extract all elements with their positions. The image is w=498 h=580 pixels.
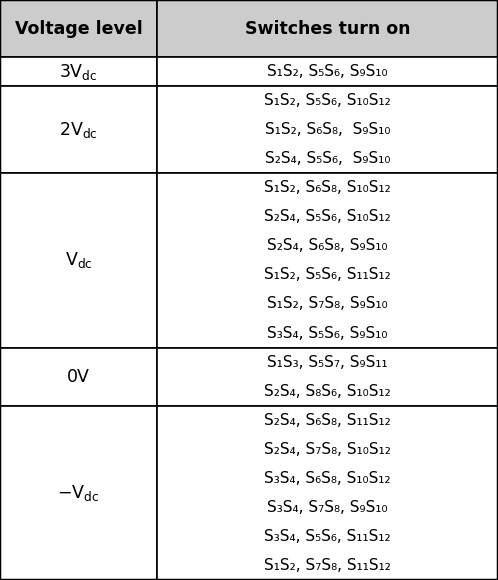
Text: S₃S₄, S₆S₈, S₁₀S₁₂: S₃S₄, S₆S₈, S₁₀S₁₂ bbox=[264, 471, 391, 486]
Text: $\mathregular{-V}$$_{\mathregular{dc}}$: $\mathregular{-V}$$_{\mathregular{dc}}$ bbox=[57, 483, 100, 503]
Bar bbox=[0, 57, 157, 86]
Text: S₁S₂, S₅S₆, S₉S₁₀: S₁S₂, S₅S₆, S₉S₁₀ bbox=[267, 64, 388, 79]
Bar bbox=[157, 86, 498, 173]
Bar bbox=[0, 86, 157, 173]
Text: S₁S₂, S₅S₆, S₁₁S₁₂: S₁S₂, S₅S₆, S₁₁S₁₂ bbox=[264, 267, 391, 282]
Text: S₂S₄, S₈S₆, S₁₀S₁₂: S₂S₄, S₈S₆, S₁₀S₁₂ bbox=[264, 383, 391, 398]
Text: Voltage level: Voltage level bbox=[14, 20, 142, 38]
Text: S₁S₂, S₆S₈, S₁₀S₁₂: S₁S₂, S₆S₈, S₁₀S₁₂ bbox=[264, 180, 391, 195]
Bar bbox=[0, 347, 157, 405]
Text: $\mathregular{2V}$$_{\mathregular{dc}}$: $\mathregular{2V}$$_{\mathregular{dc}}$ bbox=[59, 119, 98, 140]
Text: S₁S₂, S₅S₆, S₁₀S₁₂: S₁S₂, S₅S₆, S₁₀S₁₂ bbox=[264, 93, 391, 108]
Text: S₂S₄, S₇S₈, S₁₀S₁₂: S₂S₄, S₇S₈, S₁₀S₁₂ bbox=[264, 442, 391, 457]
Text: S₂S₄, S₅S₆,  S₉S₁₀: S₂S₄, S₅S₆, S₉S₁₀ bbox=[264, 151, 390, 166]
Text: S₃S₄, S₇S₈, S₉S₁₀: S₃S₄, S₇S₈, S₉S₁₀ bbox=[267, 500, 388, 515]
Bar bbox=[157, 173, 498, 347]
Bar bbox=[157, 0, 498, 57]
Bar bbox=[157, 57, 498, 86]
Bar bbox=[0, 405, 157, 580]
Text: $\mathregular{3V}$$_{\mathregular{dc}}$: $\mathregular{3V}$$_{\mathregular{dc}}$ bbox=[59, 61, 98, 82]
Text: S₁S₂, S₇S₈, S₉S₁₀: S₁S₂, S₇S₈, S₉S₁₀ bbox=[267, 296, 388, 311]
Text: Switches turn on: Switches turn on bbox=[245, 20, 410, 38]
Bar bbox=[157, 405, 498, 580]
Text: $\mathregular{V}$$_{\mathregular{dc}}$: $\mathregular{V}$$_{\mathregular{dc}}$ bbox=[65, 251, 92, 270]
Bar bbox=[0, 173, 157, 347]
Bar bbox=[157, 347, 498, 405]
Text: S₁S₂, S₇S₈, S₁₁S₁₂: S₁S₂, S₇S₈, S₁₁S₁₂ bbox=[264, 558, 391, 573]
Text: 0V: 0V bbox=[67, 368, 90, 386]
Bar bbox=[0, 0, 157, 57]
Text: S₁S₃, S₅S₇, S₉S₁₁: S₁S₃, S₅S₇, S₉S₁₁ bbox=[267, 354, 388, 369]
Text: S₂S₄, S₆S₈, S₉S₁₀: S₂S₄, S₆S₈, S₉S₁₀ bbox=[267, 238, 388, 253]
Text: S₂S₄, S₅S₆, S₁₀S₁₂: S₂S₄, S₅S₆, S₁₀S₁₂ bbox=[264, 209, 391, 224]
Text: S₃S₄, S₅S₆, S₁₁S₁₂: S₃S₄, S₅S₆, S₁₁S₁₂ bbox=[264, 529, 391, 544]
Text: S₂S₄, S₆S₈, S₁₁S₁₂: S₂S₄, S₆S₈, S₁₁S₁₂ bbox=[264, 413, 391, 427]
Text: S₁S₂, S₆S₈,  S₉S₁₀: S₁S₂, S₆S₈, S₉S₁₀ bbox=[264, 122, 390, 137]
Text: S₃S₄, S₅S₆, S₉S₁₀: S₃S₄, S₅S₆, S₉S₁₀ bbox=[267, 325, 387, 340]
